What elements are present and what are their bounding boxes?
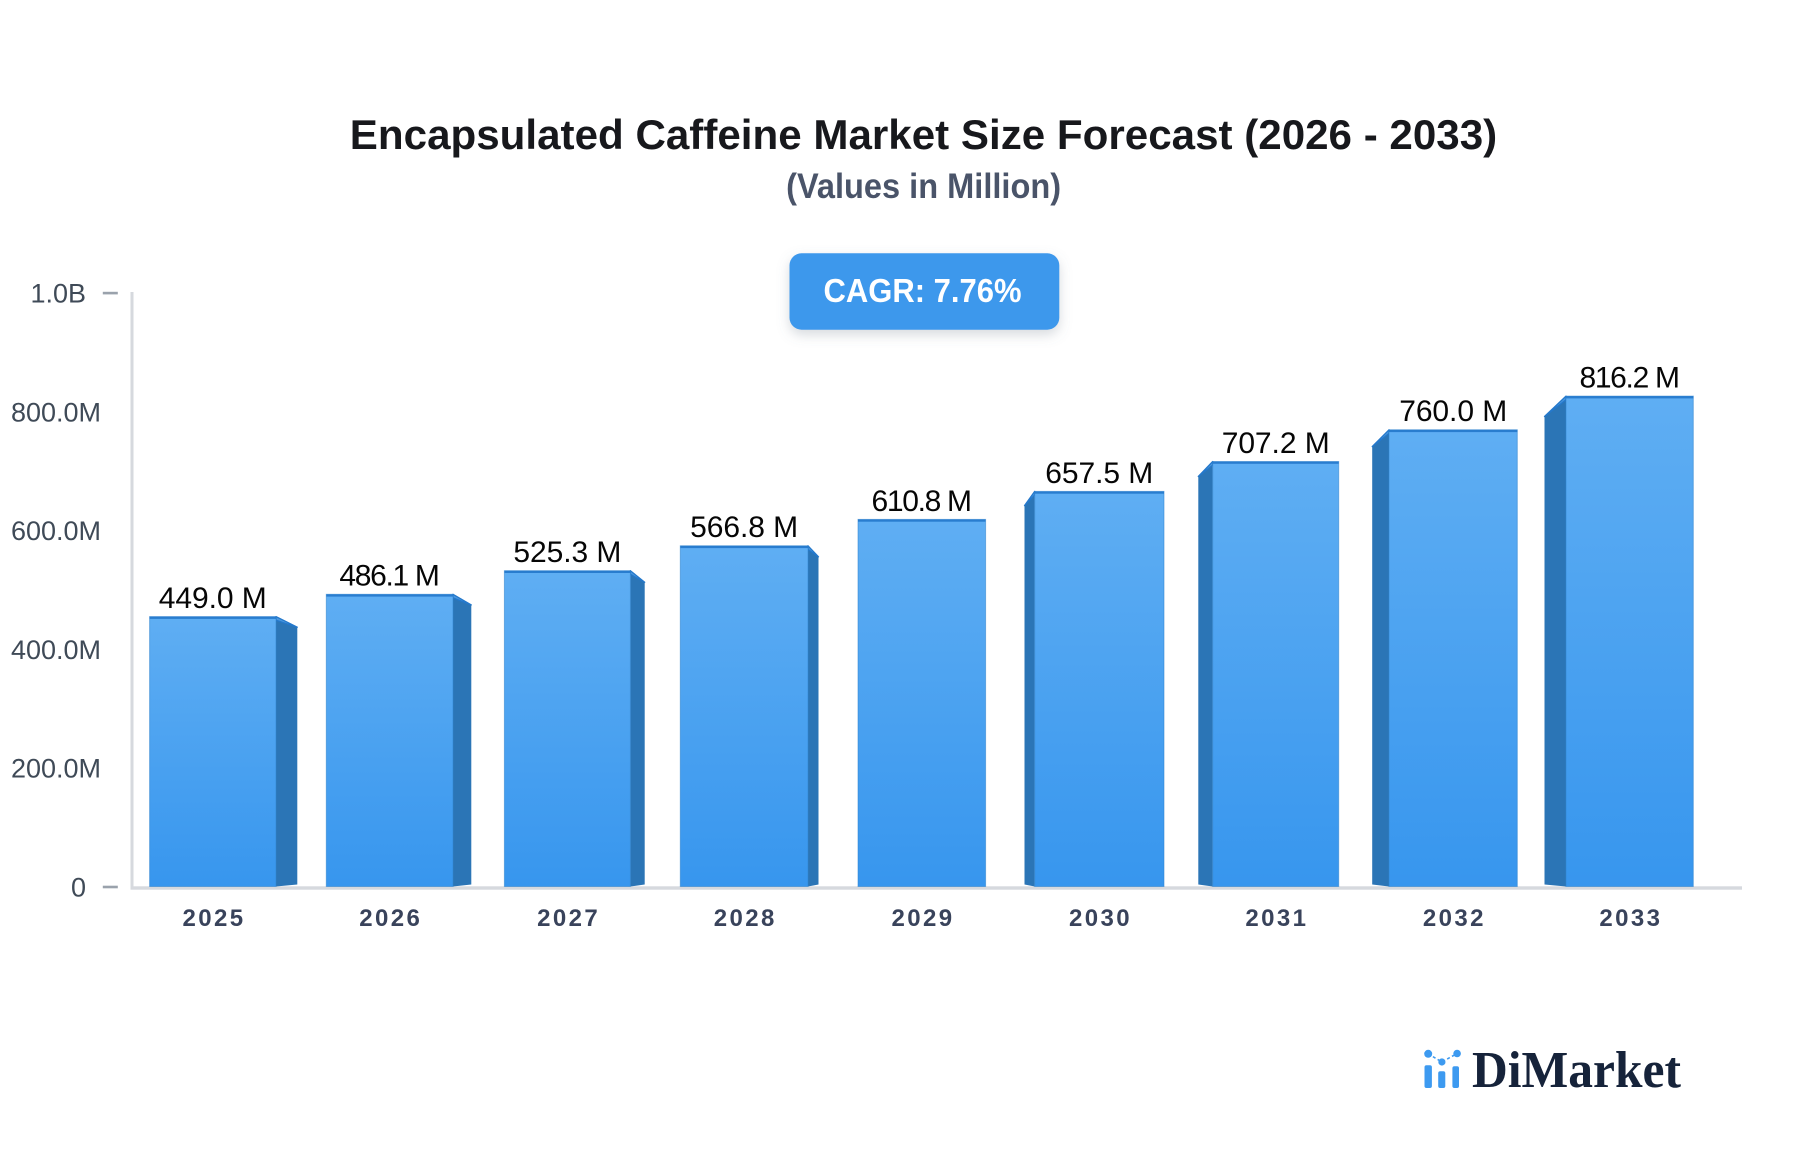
svg-text:707.2 M: 707.2 M <box>1222 427 1330 460</box>
svg-text:400.0M: 400.0M <box>11 635 101 665</box>
svg-text:0: 0 <box>71 872 86 902</box>
svg-text:1.0B: 1.0B <box>30 279 86 309</box>
svg-text:600.0M: 600.0M <box>11 516 101 546</box>
svg-text:200.0M: 200.0M <box>11 754 101 784</box>
svg-text:760.0 M: 760.0 M <box>1399 395 1507 428</box>
svg-text:800.0M: 800.0M <box>11 397 101 427</box>
svg-text:449.0 M: 449.0 M <box>159 582 267 615</box>
svg-text:816.2 M: 816.2 M <box>1579 362 1680 395</box>
svg-text:Encapsulated Caffeine Market S: Encapsulated Caffeine Market Size Foreca… <box>350 111 1497 158</box>
svg-text:(Values in Million): (Values in Million) <box>786 166 1061 206</box>
svg-text:525.3 M: 525.3 M <box>513 536 621 569</box>
svg-text:610.8 M: 610.8 M <box>872 485 973 518</box>
svg-text:566.8 M: 566.8 M <box>690 511 798 544</box>
svg-text:657.5 M: 657.5 M <box>1045 457 1153 490</box>
svg-text:DiMarket: DiMarket <box>1472 1042 1681 1099</box>
svg-text:CAGR: 7.76%: CAGR: 7.76% <box>824 272 1022 309</box>
svg-text:486.1 M: 486.1 M <box>339 560 440 593</box>
